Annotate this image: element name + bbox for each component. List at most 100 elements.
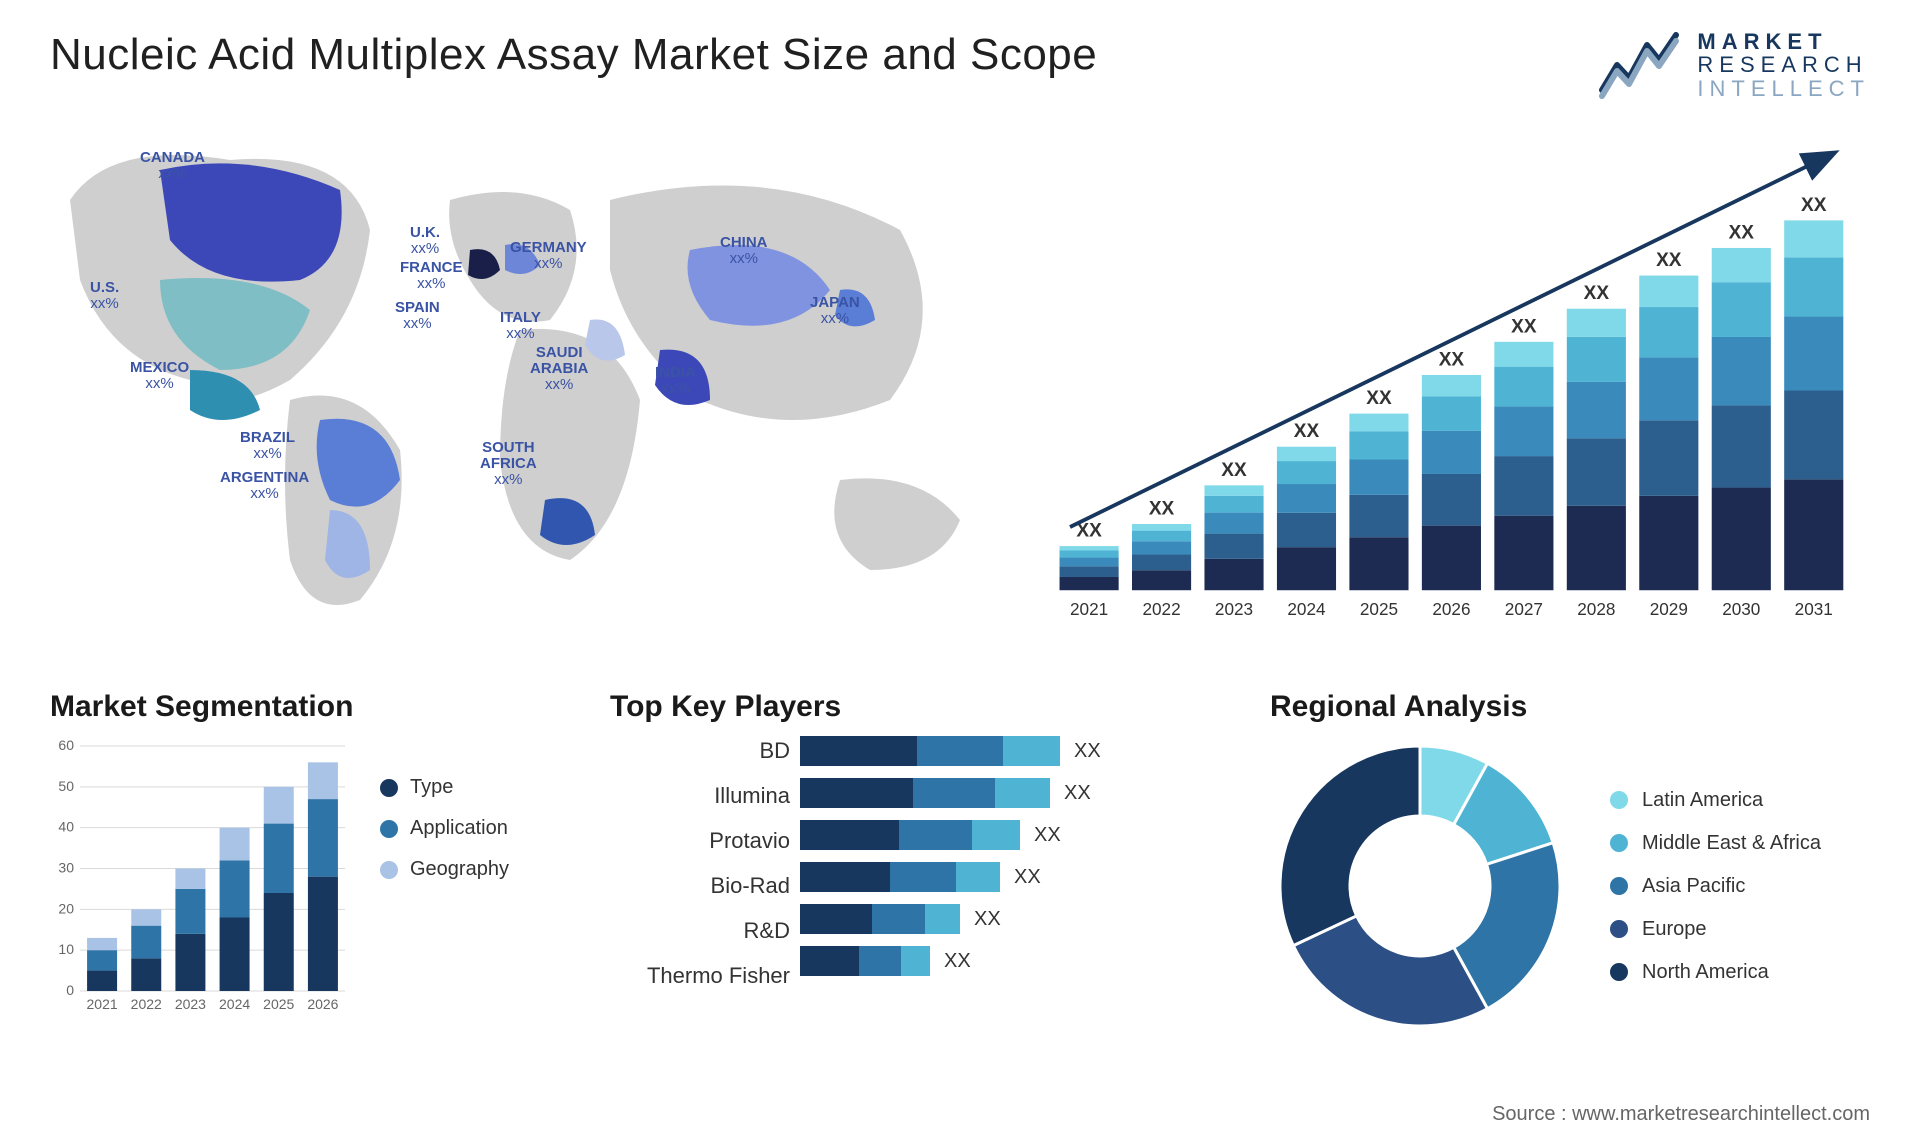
country-label: GERMANYxx% bbox=[510, 240, 587, 272]
player-name: Illumina bbox=[714, 783, 790, 809]
country-label: FRANCExx% bbox=[400, 260, 463, 292]
regional-donut bbox=[1270, 736, 1570, 1036]
growth-bar-segment bbox=[1784, 479, 1843, 590]
player-row: XX bbox=[800, 946, 1230, 976]
player-bar-segment bbox=[890, 862, 956, 892]
world-map: CANADAxx%U.S.xx%MEXICOxx%BRAZILxx%ARGENT… bbox=[50, 120, 1010, 660]
seg-year-label: 2022 bbox=[131, 996, 162, 1012]
swatch-icon bbox=[1610, 963, 1628, 981]
region-legend-label: Middle East & Africa bbox=[1642, 832, 1821, 855]
region-legend-item: North America bbox=[1610, 961, 1821, 984]
growth-year-label: 2026 bbox=[1432, 599, 1470, 619]
country-label: CANADAxx% bbox=[140, 150, 205, 182]
logo-line-2: RESEARCH bbox=[1697, 53, 1870, 76]
growth-bar-value: XX bbox=[1801, 195, 1827, 216]
donut-slice bbox=[1280, 746, 1420, 946]
players-bars: XX XX XX XX XX XX bbox=[800, 736, 1230, 976]
svg-text:20: 20 bbox=[58, 900, 74, 916]
player-bar bbox=[800, 820, 1020, 850]
player-value: XX bbox=[1014, 866, 1041, 889]
country-label: INDIAxx% bbox=[655, 365, 696, 397]
page: Nucleic Acid Multiplex Assay Market Size… bbox=[0, 0, 1920, 1146]
svg-text:10: 10 bbox=[58, 941, 74, 957]
regional-panel: Regional Analysis Latin America Middle Ea… bbox=[1270, 690, 1870, 1036]
growth-year-label: 2021 bbox=[1070, 599, 1108, 619]
growth-bar-segment bbox=[1567, 506, 1626, 590]
svg-text:30: 30 bbox=[58, 860, 74, 876]
growth-bar-segment bbox=[1132, 554, 1191, 570]
seg-legend-item: Geography bbox=[380, 858, 509, 881]
growth-bar-segment bbox=[1784, 257, 1843, 316]
growth-bar-segment bbox=[1494, 406, 1553, 456]
region-legend-label: Asia Pacific bbox=[1642, 875, 1745, 898]
growth-bar-value: XX bbox=[1221, 460, 1247, 481]
growth-bar-segment bbox=[1132, 531, 1191, 542]
seg-bar-segment bbox=[220, 918, 250, 992]
player-name: BD bbox=[759, 738, 790, 764]
growth-bar-segment bbox=[1132, 524, 1191, 531]
growth-year-label: 2023 bbox=[1215, 599, 1253, 619]
growth-year-label: 2022 bbox=[1142, 599, 1180, 619]
player-value: XX bbox=[974, 908, 1001, 931]
growth-bar-segment bbox=[1494, 367, 1553, 407]
seg-legend-label: Geography bbox=[410, 858, 509, 881]
growth-bar-segment bbox=[1349, 495, 1408, 537]
swatch-icon bbox=[380, 820, 398, 838]
growth-bar-segment bbox=[1712, 248, 1771, 282]
country-label: SPAINxx% bbox=[395, 300, 440, 332]
seg-legend-label: Type bbox=[410, 776, 453, 799]
players-panel: Top Key Players BDIlluminaProtavioBio-Ra… bbox=[610, 690, 1230, 1036]
swatch-icon bbox=[1610, 791, 1628, 809]
region-legend-item: Latin America bbox=[1610, 789, 1821, 812]
growth-bar-value: XX bbox=[1294, 421, 1320, 442]
player-row: XX bbox=[800, 736, 1230, 766]
country-label: ITALYxx% bbox=[500, 310, 541, 342]
player-bar-segment bbox=[913, 778, 996, 808]
region-legend-item: Asia Pacific bbox=[1610, 875, 1821, 898]
player-row: XX bbox=[800, 904, 1230, 934]
growth-year-label: 2030 bbox=[1722, 599, 1760, 619]
country-label: BRAZILxx% bbox=[240, 430, 295, 462]
player-bar bbox=[800, 946, 930, 976]
seg-year-label: 2026 bbox=[307, 996, 338, 1012]
player-bar-segment bbox=[901, 946, 930, 976]
seg-bar-segment bbox=[308, 799, 338, 877]
growth-bar-segment bbox=[1060, 550, 1119, 557]
seg-legend-item: Application bbox=[380, 817, 509, 840]
seg-bar-segment bbox=[175, 934, 205, 991]
growth-bar-segment bbox=[1204, 485, 1263, 495]
growth-bar-segment bbox=[1422, 526, 1481, 591]
regional-title: Regional Analysis bbox=[1270, 690, 1870, 724]
page-title: Nucleic Acid Multiplex Assay Market Size… bbox=[50, 30, 1097, 80]
player-bar-segment bbox=[800, 820, 899, 850]
growth-bar-segment bbox=[1567, 309, 1626, 337]
swatch-icon bbox=[380, 779, 398, 797]
player-bar-segment bbox=[872, 904, 925, 934]
seg-year-label: 2023 bbox=[175, 996, 206, 1012]
growth-bar-segment bbox=[1204, 534, 1263, 559]
player-name: Protavio bbox=[709, 828, 790, 854]
seg-year-label: 2025 bbox=[263, 996, 294, 1012]
growth-bar-value: XX bbox=[1366, 388, 1392, 409]
growth-year-label: 2029 bbox=[1650, 599, 1688, 619]
region-legend-item: Middle East & Africa bbox=[1610, 832, 1821, 855]
growth-bar-segment bbox=[1422, 474, 1481, 526]
growth-bar-chart: XX2021XX2022XX2023XX2024XX2025XX2026XX20… bbox=[1050, 120, 1870, 660]
player-value: XX bbox=[1074, 740, 1101, 763]
growth-bar-segment bbox=[1567, 382, 1626, 438]
country-label: SOUTHAFRICAxx% bbox=[480, 440, 537, 487]
region-legend-label: Latin America bbox=[1642, 789, 1763, 812]
player-bar bbox=[800, 778, 1050, 808]
player-bar bbox=[800, 862, 1000, 892]
seg-bar-segment bbox=[131, 926, 161, 959]
player-value: XX bbox=[1064, 782, 1091, 805]
player-row: XX bbox=[800, 820, 1230, 850]
seg-bar-segment bbox=[308, 877, 338, 991]
bottom-row: Market Segmentation 01020304050602021202… bbox=[50, 690, 1870, 1036]
seg-legend-label: Application bbox=[410, 817, 508, 840]
player-bar-segment bbox=[925, 904, 960, 934]
growth-bar-segment bbox=[1567, 438, 1626, 506]
growth-bar-segment bbox=[1277, 484, 1336, 513]
region-legend-label: Europe bbox=[1642, 918, 1707, 941]
player-bar-segment bbox=[899, 820, 972, 850]
